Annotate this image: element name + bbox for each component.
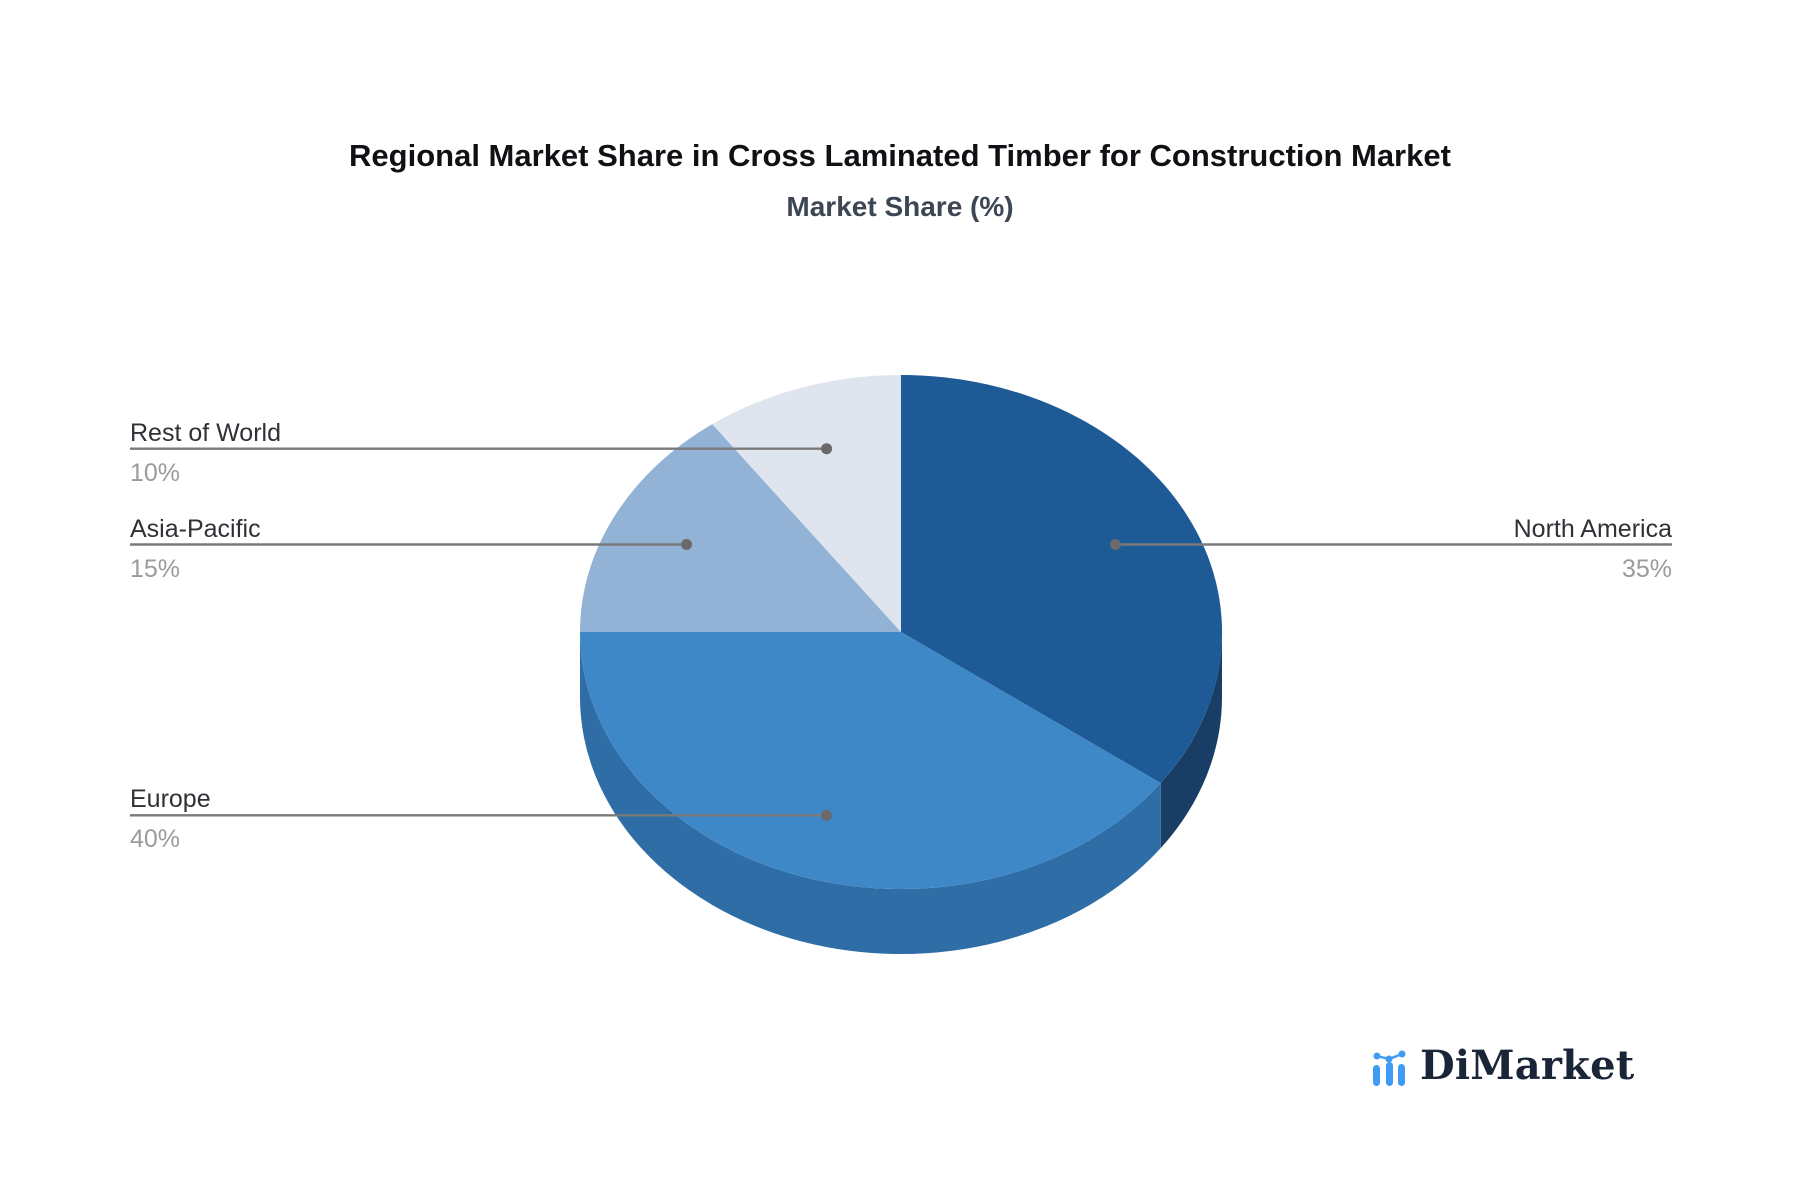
brand-logo: DiMarket <box>1368 1042 1634 1090</box>
callout-asia-pacific: Asia-Pacific 15% <box>130 514 261 582</box>
slice-value-asia-pacific: 15% <box>130 554 181 583</box>
slice-label-europe: Europe <box>130 785 211 814</box>
pie-slice-side-north-america <box>1160 632 1222 849</box>
callout-dot-rest-of-world <box>821 443 833 455</box>
slice-value-north-america: 35% <box>1621 554 1672 583</box>
callout-dot-asia-pacific <box>681 539 692 550</box>
chart-title: Regional Market Share in Cross Laminated… <box>349 138 1451 173</box>
slice-label-north-america: North America <box>1513 514 1672 543</box>
slice-value-europe: 40% <box>130 825 181 854</box>
slice-label-asia-pacific: Asia-Pacific <box>130 514 261 543</box>
callout-europe: Europe 40% <box>130 784 211 852</box>
brand-name: DiMarket <box>1420 1042 1635 1089</box>
slice-value-rest-of-world: 10% <box>130 458 181 487</box>
pie-slice-north-america <box>901 375 1223 784</box>
slice-label-rest-of-world: Rest of World <box>130 418 281 447</box>
callout-rest-of-world: Rest of World 10% <box>130 418 281 486</box>
callout-dot-europe <box>821 809 833 821</box>
pie-slice-rest-of-world <box>712 375 901 632</box>
pie-slice-side-europe <box>580 632 1161 955</box>
chart-subtitle: Market Share (%) <box>786 191 1014 222</box>
pie-slice-asia-pacific <box>580 424 901 632</box>
callout-north-america: North America 35% <box>1172 514 1672 582</box>
bar-chart-logo-icon <box>1373 1050 1406 1086</box>
callout-dot-north-america <box>1110 539 1121 550</box>
pie-slice-europe <box>580 632 1161 890</box>
